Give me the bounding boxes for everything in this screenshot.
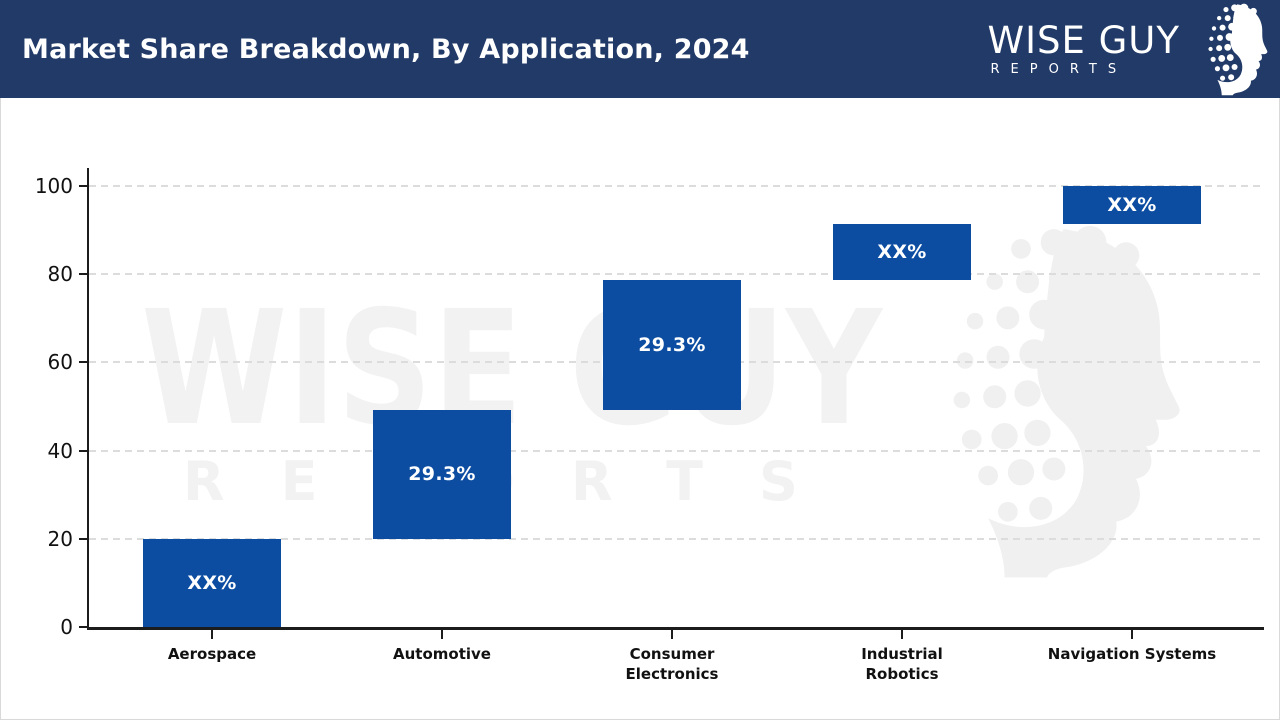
- brand-sub-label: REPORTS: [990, 62, 1128, 77]
- gridline-80: [89, 273, 1263, 276]
- gridline-100: [89, 185, 1263, 187]
- y-tick-label: 100: [34, 174, 73, 198]
- gridline-40: [89, 449, 1263, 452]
- y-tick-mark: [79, 361, 87, 364]
- x-category-label-consumer-electronics: Consumer Electronics: [625, 645, 719, 683]
- y-tick-label: 60: [47, 350, 73, 375]
- y-axis-line: [87, 168, 89, 630]
- y-tick-mark: [79, 626, 87, 628]
- x-tick-mark: [901, 630, 903, 639]
- bar-value-label: XX%: [1107, 193, 1157, 216]
- header-bar: Market Share Breakdown, By Application, …: [0, 0, 1280, 98]
- bar-value-label: 29.3%: [638, 333, 706, 356]
- y-tick-label: 40: [47, 438, 73, 463]
- y-tick-label: 80: [47, 262, 73, 287]
- gridline-20: [89, 537, 1263, 540]
- x-tick-mark: [211, 630, 213, 639]
- y-tick-mark: [79, 273, 87, 276]
- x-tick-mark: [671, 630, 673, 639]
- bar-value-label: XX%: [877, 241, 927, 264]
- bar-value-label: 29.3%: [408, 463, 476, 486]
- brand-logo: WISE GUY REPORTS: [988, 1, 1270, 97]
- bar-industrial-robotics: XX%: [833, 223, 971, 281]
- y-tick-label: 0: [60, 615, 73, 639]
- watermark-brand-sub: REPORTS: [183, 450, 854, 513]
- brand-face-icon: [1208, 3, 1268, 96]
- page-title: Market Share Breakdown, By Application, …: [22, 33, 750, 65]
- brand-logo-text: WISE GUY REPORTS: [988, 22, 1180, 76]
- x-tick-mark: [1131, 630, 1133, 639]
- y-tick-mark: [79, 449, 87, 452]
- y-tick-label: 20: [47, 526, 73, 551]
- chart-canvas: WISE GUY REPORTS 0 20 40 60 80 100 XX% 29.3% 29.…: [0, 98, 1280, 720]
- bar-navigation-systems: XX%: [1063, 186, 1201, 224]
- bar-aerospace: XX%: [143, 538, 281, 627]
- x-category-label-automotive: Automotive: [393, 645, 491, 663]
- y-tick-mark: [79, 537, 87, 540]
- x-category-label-navigation-systems: Navigation Systems: [1047, 645, 1217, 663]
- bar-consumer-electronics: 29.3%: [603, 280, 741, 410]
- x-category-label-industrial-robotics: Industrial Robotics: [861, 645, 943, 683]
- bar-automotive: 29.3%: [373, 409, 511, 539]
- bar-value-label: XX%: [187, 571, 237, 594]
- brand-name-label: WISE GUY: [987, 19, 1180, 62]
- x-category-label-aerospace: Aerospace: [167, 645, 257, 663]
- y-tick-mark: [79, 185, 87, 187]
- x-tick-mark: [441, 630, 443, 639]
- x-axis-line: [87, 627, 1264, 630]
- watermark-brand-name: WISE GUY: [141, 277, 883, 461]
